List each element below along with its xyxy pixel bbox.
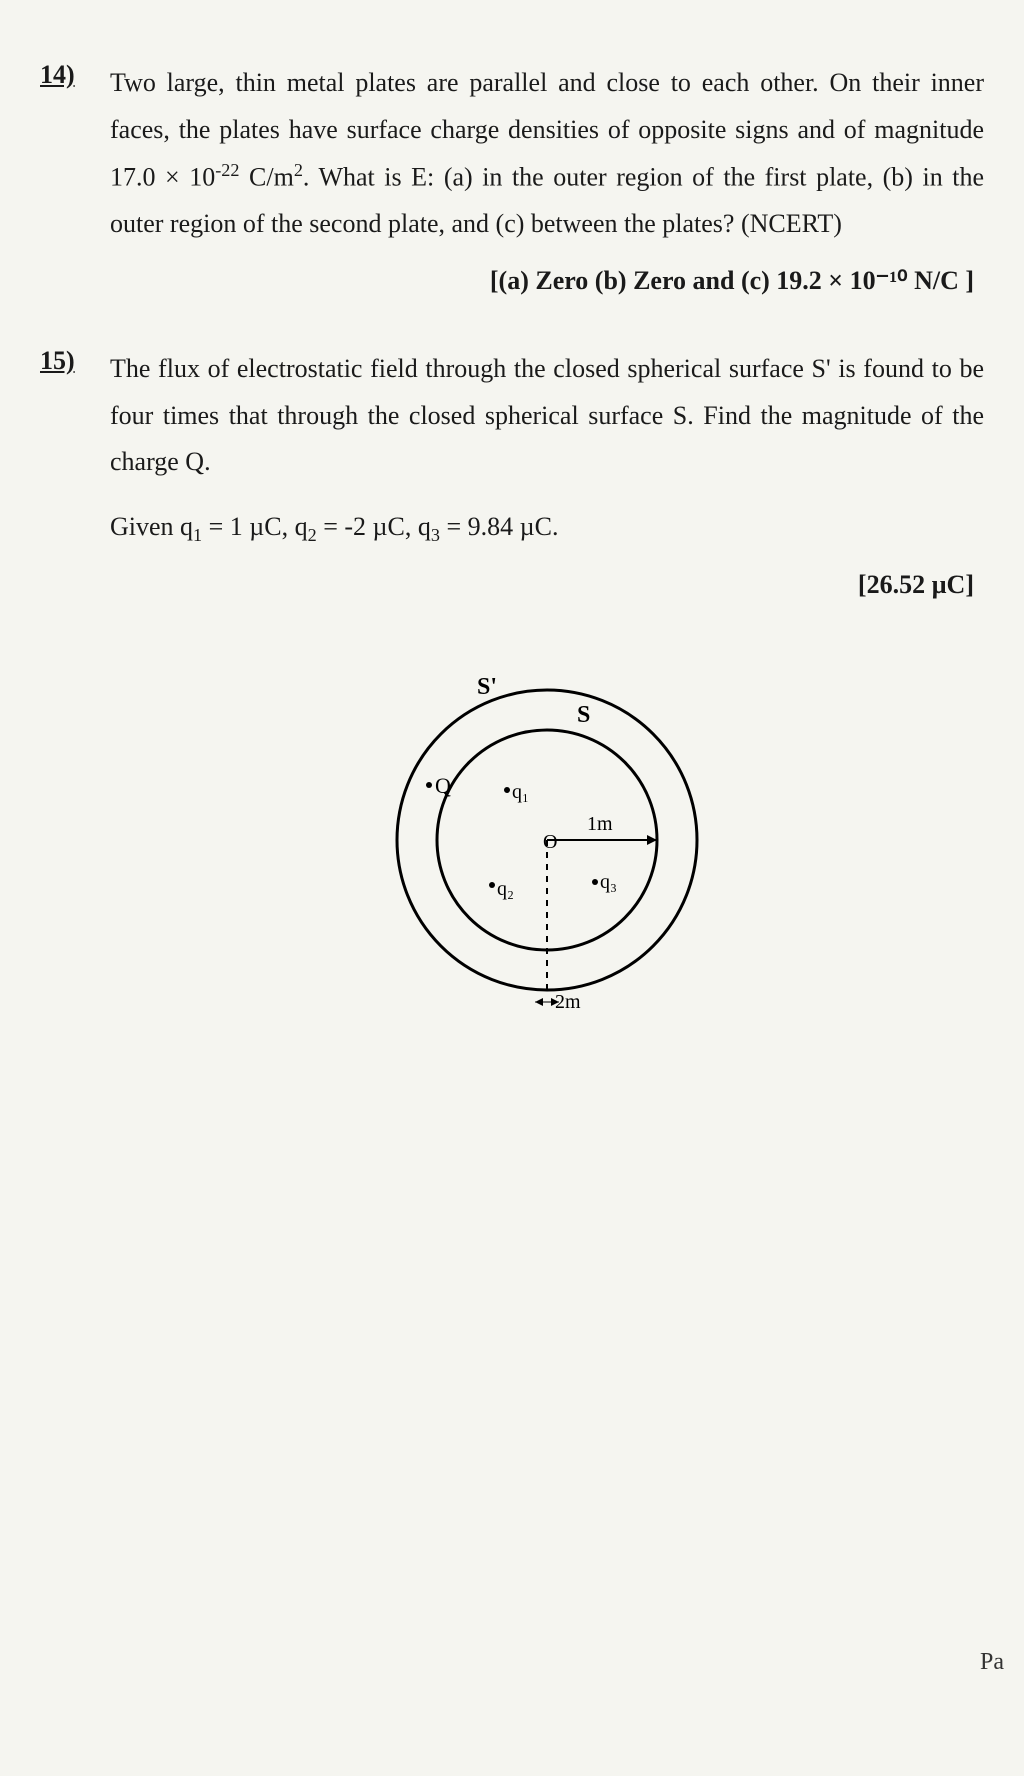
- q15-answer: [26.52 µC]: [110, 570, 984, 600]
- q15-text: The flux of electrostatic field through …: [110, 346, 984, 486]
- svg-text:q₂: q₂: [497, 878, 514, 900]
- svg-text:S: S: [577, 702, 590, 728]
- svg-text:S': S': [477, 674, 497, 700]
- q15-given: Given q1 = 1 µC, q2 = -2 µC, q3 = 9.84 µ…: [110, 504, 984, 552]
- q14-number: 14): [40, 60, 75, 90]
- svg-text:q₃: q₃: [600, 871, 617, 893]
- q15-g1: Given q: [110, 512, 193, 541]
- q15-g2: = 1 µC, q: [202, 512, 308, 541]
- question-15: 15) The flux of electrostatic field thro…: [40, 346, 984, 1020]
- diagram-container: O 1m 2m q₁ q₂ q₃ Q S S': [110, 640, 984, 1020]
- svg-text:1m: 1m: [587, 813, 613, 835]
- q14-p2: C/m: [239, 162, 293, 191]
- spherical-surfaces-diagram: O 1m 2m q₁ q₂ q₃ Q S S': [367, 640, 727, 1020]
- q14-exp1: -22: [215, 160, 239, 180]
- q15-g4: = 9.84 µC.: [440, 512, 559, 541]
- q14-exp2: 2: [294, 160, 303, 180]
- page-marker: Pa: [980, 1649, 1004, 1676]
- question-14: 14) Two large, thin metal plates are par…: [40, 60, 984, 296]
- q15-sub3: 3: [431, 525, 440, 545]
- q14-answer: [(a) Zero (b) Zero and (c) 19.2 × 10⁻¹⁰ …: [110, 266, 984, 296]
- q15-g3: = -2 µC, q: [317, 512, 431, 541]
- q15-number: 15): [40, 346, 75, 376]
- svg-text:q₁: q₁: [512, 781, 529, 803]
- q15-sub2: 2: [308, 525, 317, 545]
- q14-text: Two large, thin metal plates are paralle…: [110, 60, 984, 248]
- svg-text:Q: Q: [435, 773, 451, 798]
- q15-sub1: 1: [193, 525, 202, 545]
- svg-text:O: O: [543, 831, 557, 853]
- svg-text:2m: 2m: [555, 991, 581, 1013]
